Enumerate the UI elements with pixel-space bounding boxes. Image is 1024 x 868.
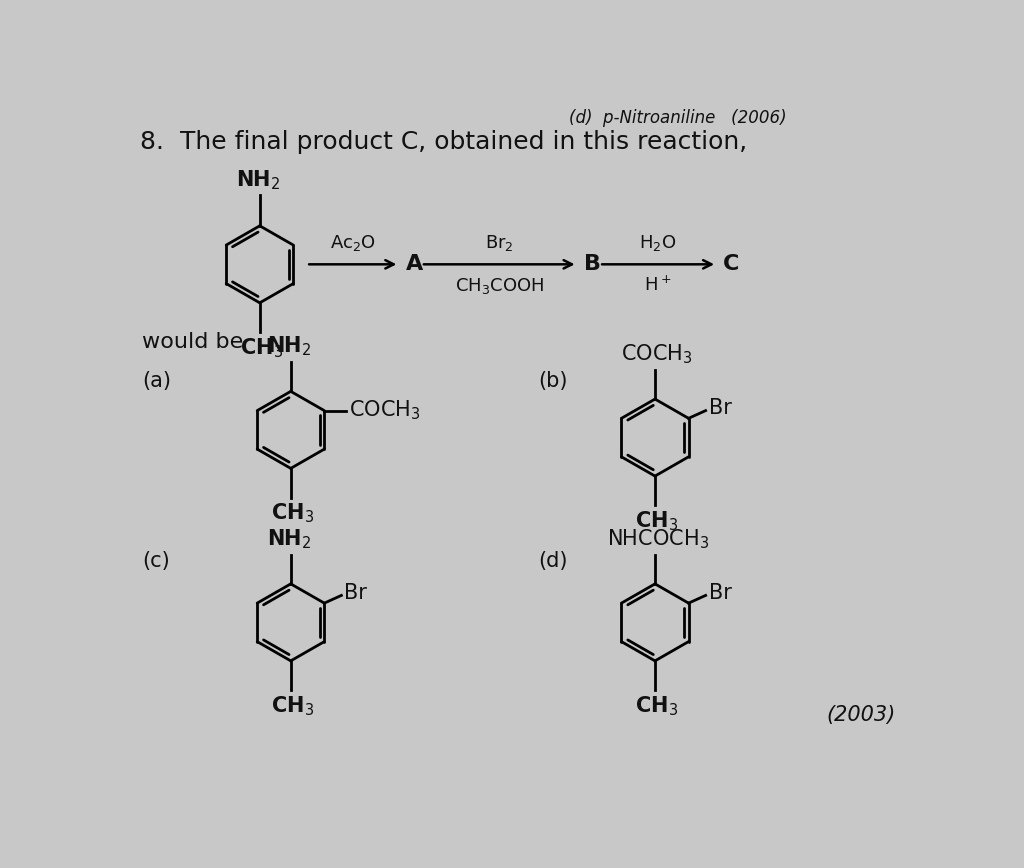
Text: CH$_3$: CH$_3$ xyxy=(270,502,313,525)
Text: C: C xyxy=(723,254,739,274)
Text: would be: would be xyxy=(142,332,244,352)
Text: Br: Br xyxy=(709,398,731,418)
Text: COCH$_3$: COCH$_3$ xyxy=(621,342,692,366)
Text: CH$_3$: CH$_3$ xyxy=(635,694,678,718)
Text: Ac$_2$O: Ac$_2$O xyxy=(330,233,376,253)
Text: NH$_2$: NH$_2$ xyxy=(236,168,281,192)
Text: NH$_2$: NH$_2$ xyxy=(267,527,311,551)
Text: 8.  The final product C, obtained in this reaction,: 8. The final product C, obtained in this… xyxy=(139,129,746,154)
Text: (d)  p-Nitroaniline   (2006): (d) p-Nitroaniline (2006) xyxy=(569,108,786,127)
Text: COCH$_3$: COCH$_3$ xyxy=(349,398,421,423)
Text: NH$_2$: NH$_2$ xyxy=(267,335,311,358)
Text: Br: Br xyxy=(344,583,368,603)
Text: A: A xyxy=(406,254,423,274)
Text: B: B xyxy=(584,254,601,274)
Text: (2003): (2003) xyxy=(826,705,895,725)
Text: H$^+$: H$^+$ xyxy=(644,276,672,295)
Text: NHCOCH$_3$: NHCOCH$_3$ xyxy=(607,527,710,551)
Text: (d): (d) xyxy=(539,551,568,571)
Text: H$_2$O: H$_2$O xyxy=(639,233,677,253)
Text: CH$_3$: CH$_3$ xyxy=(635,510,678,533)
Text: (b): (b) xyxy=(539,371,568,391)
Text: (c): (c) xyxy=(142,551,170,571)
Text: CH$_3$: CH$_3$ xyxy=(240,336,283,359)
Text: CH$_3$: CH$_3$ xyxy=(270,694,313,718)
Text: Br$_2$: Br$_2$ xyxy=(485,233,514,253)
Text: (a): (a) xyxy=(142,371,171,391)
Text: Br: Br xyxy=(709,583,731,603)
Text: CH$_3$COOH: CH$_3$COOH xyxy=(455,276,544,296)
